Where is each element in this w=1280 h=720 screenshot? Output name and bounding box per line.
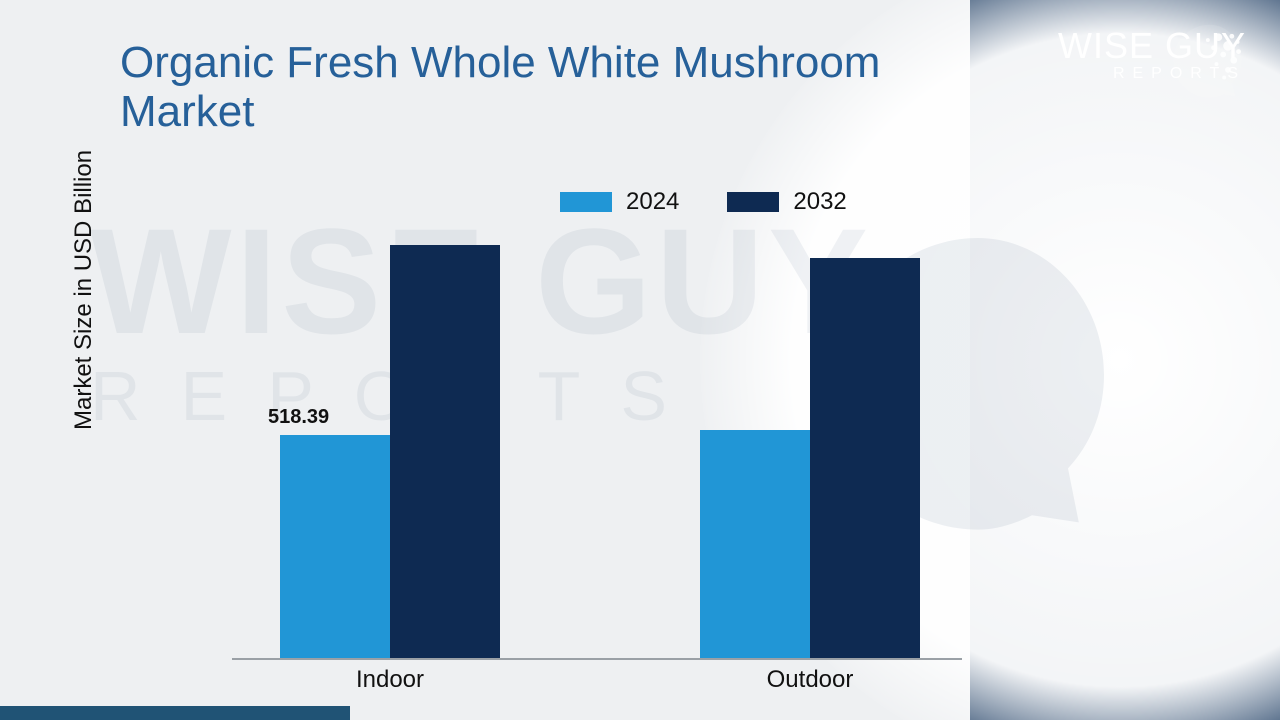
bar [280,435,390,658]
bar-value-label: 518.39 [268,406,329,429]
legend-label-2032: 2032 [793,188,846,216]
x-axis-category-label: Indoor [280,666,500,694]
brand-logo: WISE GUY REPORTS [1058,28,1246,82]
x-axis-line [232,658,962,660]
y-axis-label: Market Size in USD Billion [70,150,98,430]
legend-swatch-2032 [727,192,779,212]
bar-group: Outdoor [700,228,920,658]
chart-title: Organic Fresh Whole White Mushroom Marke… [120,38,900,137]
legend-item-2024: 2024 [560,188,679,216]
bar [810,258,920,658]
bar [700,430,810,658]
legend-label-2024: 2024 [626,188,679,216]
bar [390,245,500,658]
legend: 2024 2032 [560,188,847,216]
footer-accent-bar [0,706,350,720]
bar-chart: 518.39Indoor Outdoor [100,230,960,660]
legend-swatch-2024 [560,192,612,212]
x-axis-category-label: Outdoor [700,666,920,694]
brand-head-icon [1156,18,1252,114]
legend-item-2032: 2032 [727,188,846,216]
bar-group: 518.39Indoor [280,228,500,658]
